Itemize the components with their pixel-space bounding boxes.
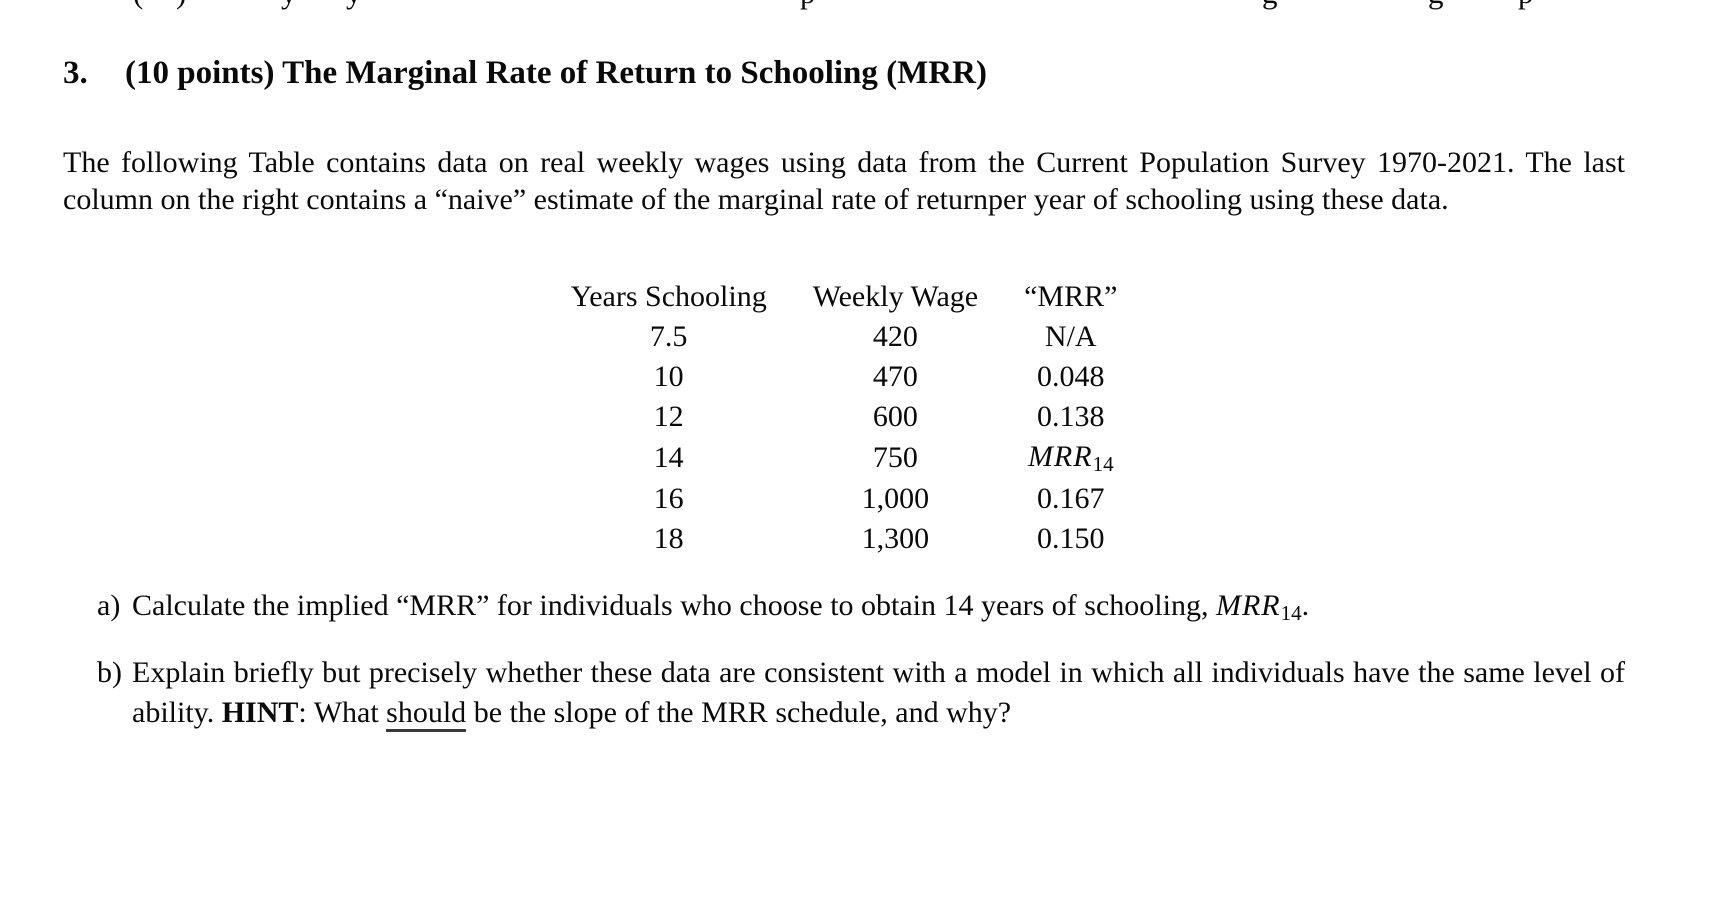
wage-cell: 600	[872, 400, 918, 433]
part-b-text: Explain briefly but precisely whether th…	[132, 653, 1625, 733]
column-header-weekly-wage: Weekly Wage	[812, 280, 979, 313]
years-cell: 18	[653, 522, 684, 555]
mrr14-variable: MRR	[1215, 589, 1281, 622]
mrr-cell: N/A	[1044, 320, 1097, 353]
column-header-years-schooling: Years Schooling	[570, 280, 767, 313]
clipped-glyph: (	[133, 0, 143, 10]
clipped-glyph: y	[281, 0, 297, 10]
years-cell: 16	[653, 482, 684, 515]
mrr-cell: 0.150	[1037, 522, 1105, 555]
clipped-previous-line: ( ) y y p g g p	[0, 0, 1714, 13]
part-a-period: .	[1301, 589, 1310, 622]
underlined-should: should	[386, 696, 467, 732]
mrr-cell: 0.048	[1037, 360, 1105, 393]
mrr14-subscript: 14	[1280, 600, 1302, 625]
mrr-cell: 0.167	[1037, 482, 1105, 515]
part-a-label: a)	[97, 589, 121, 622]
wage-table: Years Schooling Weekly Wage “MRR” 7.5 42…	[548, 277, 1141, 559]
mrr-cell-variable: MRR14	[1001, 437, 1140, 479]
wage-cell: 750	[872, 441, 918, 474]
clipped-glyph: g	[1428, 0, 1444, 10]
wage-cell: 420	[872, 320, 918, 353]
part-b-label: b)	[97, 656, 122, 689]
table-row: 16 1,000 0.167	[548, 479, 1141, 519]
part-a-body: Calculate the implied “MRR” for individu…	[132, 589, 1216, 622]
part-b-body: Explain briefly but precisely whether th…	[132, 656, 1625, 729]
clipped-glyph: y	[346, 0, 362, 10]
mrr14-variable: MRR	[1027, 440, 1093, 473]
question-part-a: a) Calculate the implied “MRR” for indiv…	[97, 587, 1625, 627]
years-cell: 14	[653, 441, 684, 474]
table-row: 10 470 0.048	[548, 357, 1141, 397]
part-b-end: be the slope of the MRR schedule, and wh…	[466, 696, 1012, 729]
clipped-glyph: g	[1262, 0, 1278, 10]
question-heading: 3. (10 points) The Marginal Rate of Retur…	[63, 55, 987, 91]
wage-table-container: Years Schooling Weekly Wage “MRR” 7.5 42…	[63, 277, 1625, 559]
wage-cell: 1,300	[861, 522, 930, 555]
hint-label: HINT	[221, 696, 299, 729]
mrr14-subscript: 14	[1092, 451, 1114, 476]
wage-cell: 1,000	[861, 482, 930, 515]
question-number: 3.	[63, 55, 88, 91]
clipped-glyph: )	[176, 0, 186, 10]
table-row: 14 750 MRR14	[548, 437, 1141, 479]
clipped-glyph: p	[1518, 0, 1534, 10]
part-a-text: Calculate the implied “MRR” for individu…	[132, 587, 1625, 627]
wage-cell: 470	[872, 360, 918, 393]
table-row: 7.5 420 N/A	[548, 317, 1141, 357]
table-row: 12 600 0.138	[548, 397, 1141, 437]
table-header-row: Years Schooling Weekly Wage “MRR”	[548, 277, 1141, 317]
question-part-b: b) Explain briefly but precisely whether…	[97, 653, 1625, 733]
years-cell: 12	[653, 400, 684, 433]
intro-paragraph: The following Table contains data on rea…	[63, 146, 1625, 216]
table-row: 18 1,300 0.150	[548, 519, 1141, 559]
part-b-after-hint: : What	[298, 696, 387, 729]
question-title: (10 points) The Marginal Rate of Return …	[125, 55, 987, 91]
column-header-mrr: “MRR”	[1024, 280, 1118, 313]
mrr-cell: 0.138	[1037, 400, 1105, 433]
years-cell: 10	[653, 360, 684, 393]
years-cell: 7.5	[649, 320, 688, 353]
clipped-glyph: p	[800, 0, 816, 10]
